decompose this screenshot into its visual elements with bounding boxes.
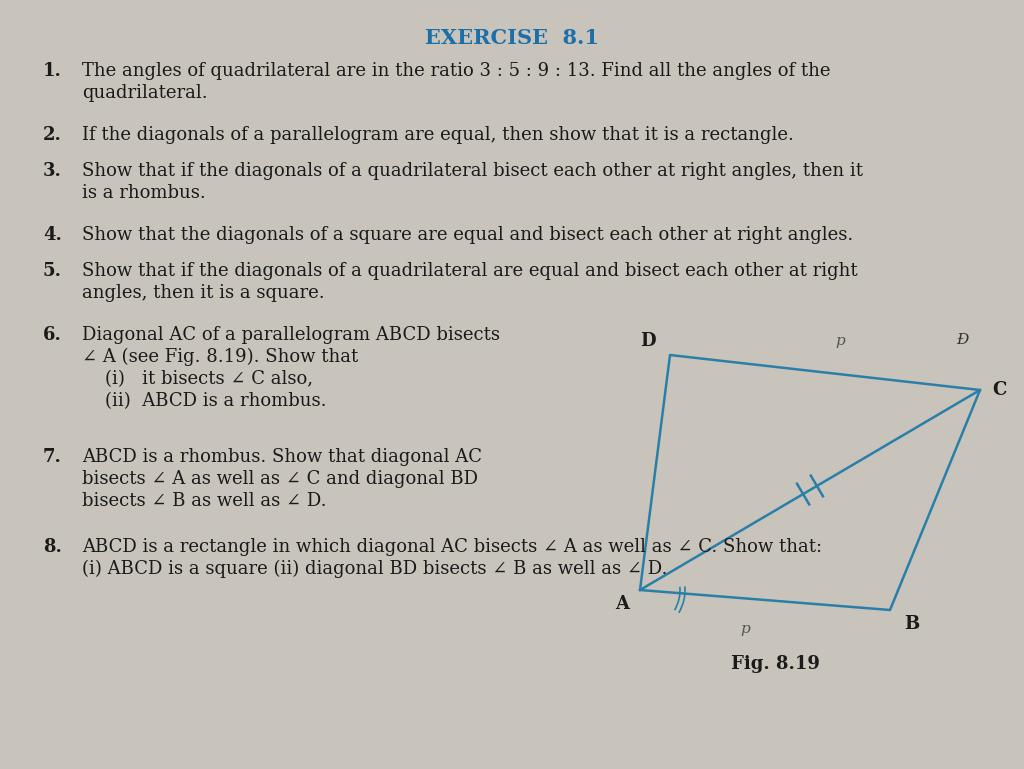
Text: p: p bbox=[836, 334, 845, 348]
Text: B: B bbox=[904, 615, 920, 633]
Text: Show that if the diagonals of a quadrilateral are equal and bisect each other at: Show that if the diagonals of a quadrila… bbox=[82, 262, 858, 280]
Text: quadrilateral.: quadrilateral. bbox=[82, 84, 208, 102]
Text: is a rhombus.: is a rhombus. bbox=[82, 184, 206, 202]
Text: Fig. 8.19: Fig. 8.19 bbox=[730, 655, 819, 673]
Text: ∠ A (see Fig. 8.19). Show that: ∠ A (see Fig. 8.19). Show that bbox=[82, 348, 358, 366]
Text: EXERCISE  8.1: EXERCISE 8.1 bbox=[425, 28, 599, 48]
Text: (i) ABCD is a square (ii) diagonal BD bisects ∠ B as well as ∠ D.: (i) ABCD is a square (ii) diagonal BD bi… bbox=[82, 560, 668, 578]
Text: C: C bbox=[992, 381, 1007, 399]
Text: D: D bbox=[640, 332, 656, 350]
Text: 6.: 6. bbox=[43, 326, 62, 344]
Text: Diagonal AC of a parallelogram ABCD bisects: Diagonal AC of a parallelogram ABCD bise… bbox=[82, 326, 500, 344]
Text: ABCD is a rectangle in which diagonal AC bisects ∠ A as well as ∠ C. Show that:: ABCD is a rectangle in which diagonal AC… bbox=[82, 538, 822, 556]
Text: p: p bbox=[740, 622, 750, 636]
Text: 2.: 2. bbox=[43, 126, 62, 144]
Text: 1.: 1. bbox=[43, 62, 62, 80]
Text: Show that if the diagonals of a quadrilateral bisect each other at right angles,: Show that if the diagonals of a quadrila… bbox=[82, 162, 863, 180]
Text: bisects ∠ A as well as ∠ C and diagonal BD: bisects ∠ A as well as ∠ C and diagonal … bbox=[82, 470, 478, 488]
Text: Ɖ: Ɖ bbox=[955, 333, 968, 347]
Text: 5.: 5. bbox=[43, 262, 62, 280]
Text: ABCD is a rhombus. Show that diagonal AC: ABCD is a rhombus. Show that diagonal AC bbox=[82, 448, 482, 466]
Text: angles, then it is a square.: angles, then it is a square. bbox=[82, 284, 325, 302]
Text: 4.: 4. bbox=[43, 226, 62, 244]
Text: 7.: 7. bbox=[43, 448, 62, 466]
Text: 3.: 3. bbox=[43, 162, 62, 180]
Text: Show that the diagonals of a square are equal and bisect each other at right ang: Show that the diagonals of a square are … bbox=[82, 226, 853, 244]
Text: A: A bbox=[615, 595, 629, 613]
Text: 8.: 8. bbox=[43, 538, 62, 556]
Text: (i)   it bisects ∠ C also,: (i) it bisects ∠ C also, bbox=[82, 370, 313, 388]
Text: If the diagonals of a parallelogram are equal, then show that it is a rectangle.: If the diagonals of a parallelogram are … bbox=[82, 126, 794, 144]
Text: The angles of quadrilateral are in the ratio 3 : 5 : 9 : 13. Find all the angles: The angles of quadrilateral are in the r… bbox=[82, 62, 830, 80]
Text: bisects ∠ B as well as ∠ D.: bisects ∠ B as well as ∠ D. bbox=[82, 492, 327, 510]
Text: (ii)  ABCD is a rhombus.: (ii) ABCD is a rhombus. bbox=[82, 392, 327, 410]
